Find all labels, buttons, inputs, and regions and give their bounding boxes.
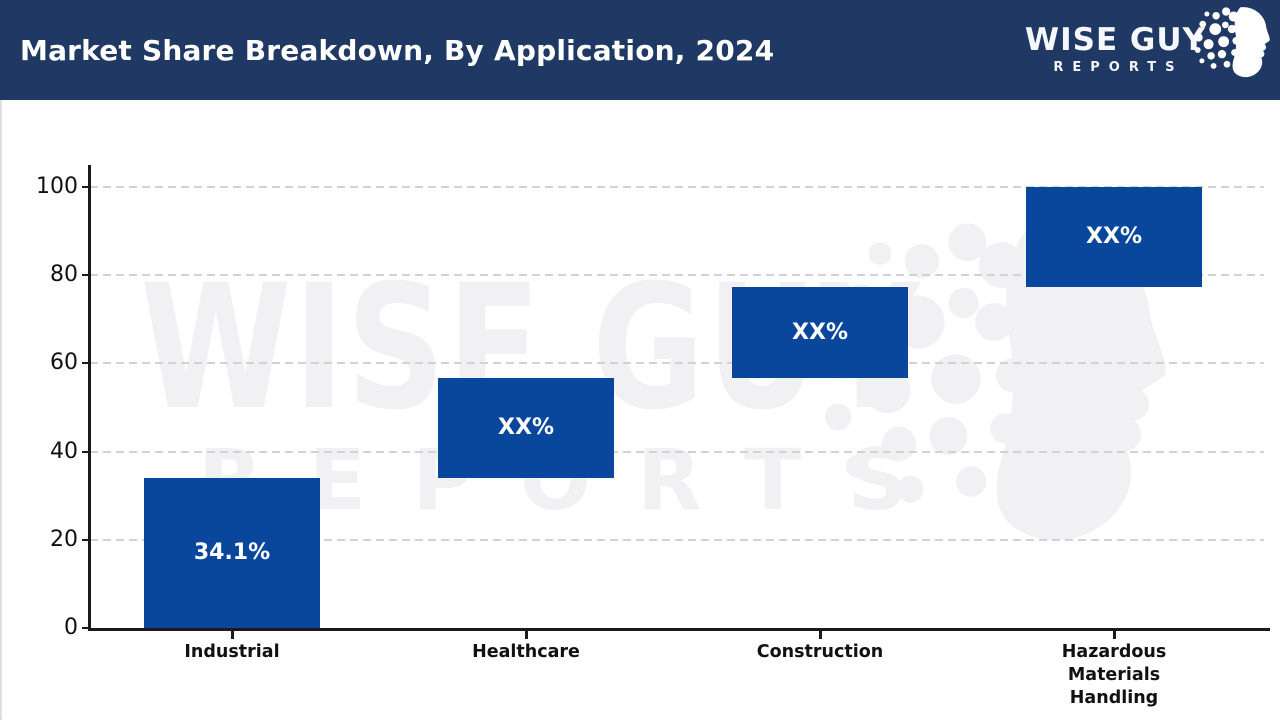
- y-tick-label: 0: [64, 615, 78, 640]
- x-tick-mark: [1112, 631, 1116, 639]
- bar-hazardous-materials-handling: XX%: [1026, 187, 1202, 287]
- bar-value-label: XX%: [1086, 224, 1142, 250]
- gridline: [90, 362, 1264, 365]
- y-tick-label: 60: [50, 350, 78, 376]
- y-tick-mark: [82, 627, 90, 629]
- x-category-label: Healthcare: [472, 642, 580, 662]
- bar-industrial: 34.1%: [144, 477, 320, 628]
- x-tick-mark: [230, 631, 234, 639]
- logo-head-icon: [1194, 7, 1270, 78]
- y-tick-label: 80: [50, 262, 78, 288]
- x-category-label: Hazardous Materials Handling: [1061, 642, 1167, 708]
- plot: 0 20 40 60 80 100 34.1% Industrial XX% Healthcare…: [2, 100, 1280, 720]
- bar-value-label: 34.1%: [193, 540, 271, 566]
- gridline: [90, 538, 1264, 541]
- header: Market Share Breakdown, By Application, …: [0, 0, 1280, 100]
- y-tick-mark: [82, 362, 90, 365]
- bar-healthcare: XX%: [438, 377, 614, 478]
- x-tick-mark: [818, 631, 822, 639]
- y-tick-mark: [82, 538, 90, 541]
- gridline: [90, 450, 1264, 453]
- y-tick-mark: [82, 450, 90, 453]
- y-tick-mark: [82, 186, 90, 188]
- brand-logo: WISE GUY REPORTS: [1025, 0, 1274, 100]
- y-tick-label: 40: [50, 438, 78, 464]
- chart-title: Market Share Breakdown, By Application, …: [20, 33, 775, 67]
- gridline: [90, 274, 1264, 277]
- x-category-label: Industrial: [184, 642, 280, 662]
- x-category-label: Construction: [756, 642, 884, 662]
- y-tick-label: 100: [36, 174, 78, 199]
- y-tick-label: 20: [50, 526, 78, 552]
- bar-construction: XX%: [732, 286, 908, 378]
- chart-area: WISE GUY REPORTS 0 20 40 60 80 100 34.1% Indust…: [2, 100, 1280, 720]
- y-axis-line: [88, 165, 91, 631]
- bar-value-label: XX%: [498, 415, 554, 441]
- logo-wordmark: WISE GUY: [1024, 22, 1206, 58]
- x-axis-line: [88, 628, 1270, 631]
- bar-value-label: XX%: [792, 319, 848, 345]
- brand-logo-text: WISE GUY REPORTS: [1024, 22, 1206, 76]
- logo-subtext: REPORTS: [1053, 60, 1184, 75]
- x-tick-mark: [524, 631, 528, 639]
- y-tick-mark: [82, 274, 90, 277]
- gridline: [90, 186, 1264, 188]
